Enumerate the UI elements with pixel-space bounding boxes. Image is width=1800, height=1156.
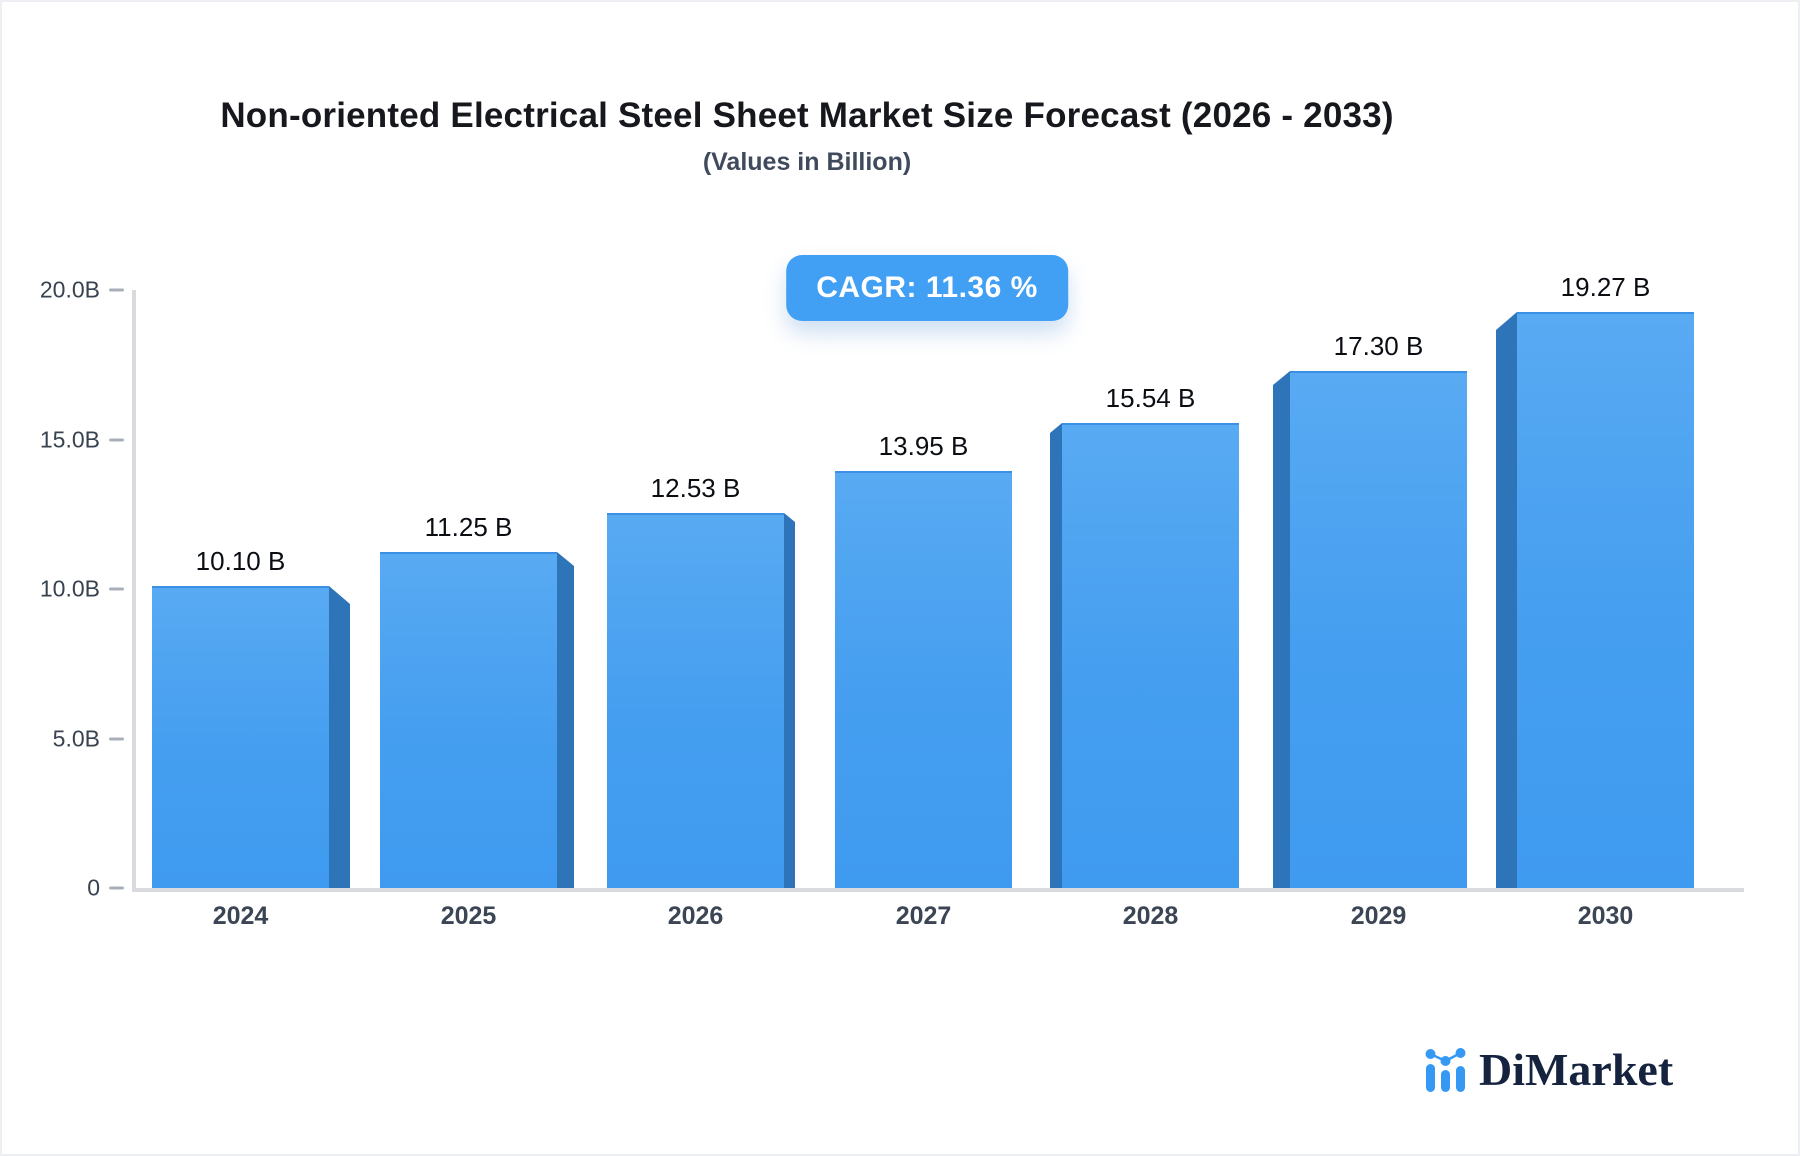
bar-2030 (1496, 312, 1694, 888)
y-axis-line (132, 290, 136, 892)
bar-front-face (1517, 312, 1694, 888)
y-axis-tick-labels: 20.0B 15.0B 10.0B 5.0B 0 (2, 277, 124, 901)
y-tick-10.0B: 10.0B (40, 576, 124, 603)
bar-3d-side-face (784, 513, 795, 888)
bar-2028 (1050, 423, 1239, 888)
x-axis-line (132, 888, 1744, 892)
bar-2026 (607, 513, 795, 888)
y-tick-mark (109, 288, 124, 292)
bar-value-label: 11.25 B (424, 512, 513, 542)
bar-value-label: 19.27 B (1560, 272, 1651, 302)
cagr-badge: CAGR: 11.36 % (786, 255, 1068, 321)
y-tick-15.0B: 15.0B (40, 426, 124, 453)
bar-3d-side-face (1273, 371, 1290, 888)
y-tick-0: 0 (87, 875, 124, 902)
cagr-badge-label: CAGR: 11.36 % (816, 271, 1038, 304)
bar-front-face (835, 471, 1012, 888)
x-tick-label-2027: 2027 (895, 902, 952, 930)
bar-value-label: 15.54 B (1105, 383, 1196, 413)
bar-3d-side-face (557, 552, 574, 888)
bar-2025 (380, 552, 574, 888)
bar-3d-side-face (1496, 312, 1517, 888)
y-tick-label: 5.0B (52, 725, 100, 751)
x-tick-label-2024: 2024 (212, 902, 269, 930)
bar-value-label: 10.10 B (195, 546, 286, 576)
bar-front-face (1062, 423, 1239, 888)
plot-area: 10.10 B 11.25 B 12.53 B 13.95 B 15.54 B 17.30… (132, 272, 1744, 930)
bar-front-face (380, 552, 557, 888)
x-tick-label-2030: 2030 (1577, 902, 1634, 930)
bar-front-face (607, 513, 784, 888)
y-tick-label: 10.0B (39, 575, 100, 602)
bar-2027 (835, 471, 1012, 888)
x-tick-label-2026: 2026 (667, 902, 724, 930)
bar-2024 (152, 586, 350, 888)
y-tick-20.0B: 20.0B (40, 277, 124, 304)
y-tick-mark (109, 737, 124, 740)
bar-2029 (1273, 371, 1467, 888)
chart-subtitle: (Values in Billion) (702, 148, 912, 176)
brand-name: DiMarket (1479, 1044, 1674, 1095)
x-tick-label-2028: 2028 (1122, 902, 1179, 930)
y-tick-label: 15.0B (39, 426, 100, 452)
y-tick-mark (109, 438, 124, 441)
chart-title: Non-oriented Electrical Steel Sheet Mark… (220, 96, 1394, 135)
bar-3d-side-face (329, 586, 350, 888)
bar-front-face (1290, 371, 1467, 888)
bar-value-label: 12.53 B (650, 473, 741, 503)
y-tick-mark (109, 587, 124, 591)
x-tick-label-2025: 2025 (440, 902, 497, 930)
bar-value-label: 17.30 B (1333, 331, 1424, 361)
bar-3d-side-face (1050, 423, 1062, 888)
bar-front-face (152, 586, 329, 888)
y-tick-label: 0 (87, 874, 100, 901)
y-tick-label: 20.0B (39, 276, 100, 303)
brand-logo: DiMarket (1424, 1044, 1674, 1095)
x-tick-label-2029: 2029 (1350, 902, 1407, 930)
bar-value-label: 13.95 B (878, 431, 969, 461)
y-tick-mark (109, 886, 124, 890)
mini-bar-chart-logo-icon (1425, 1048, 1466, 1092)
y-tick-5.0B: 5.0B (53, 725, 124, 752)
